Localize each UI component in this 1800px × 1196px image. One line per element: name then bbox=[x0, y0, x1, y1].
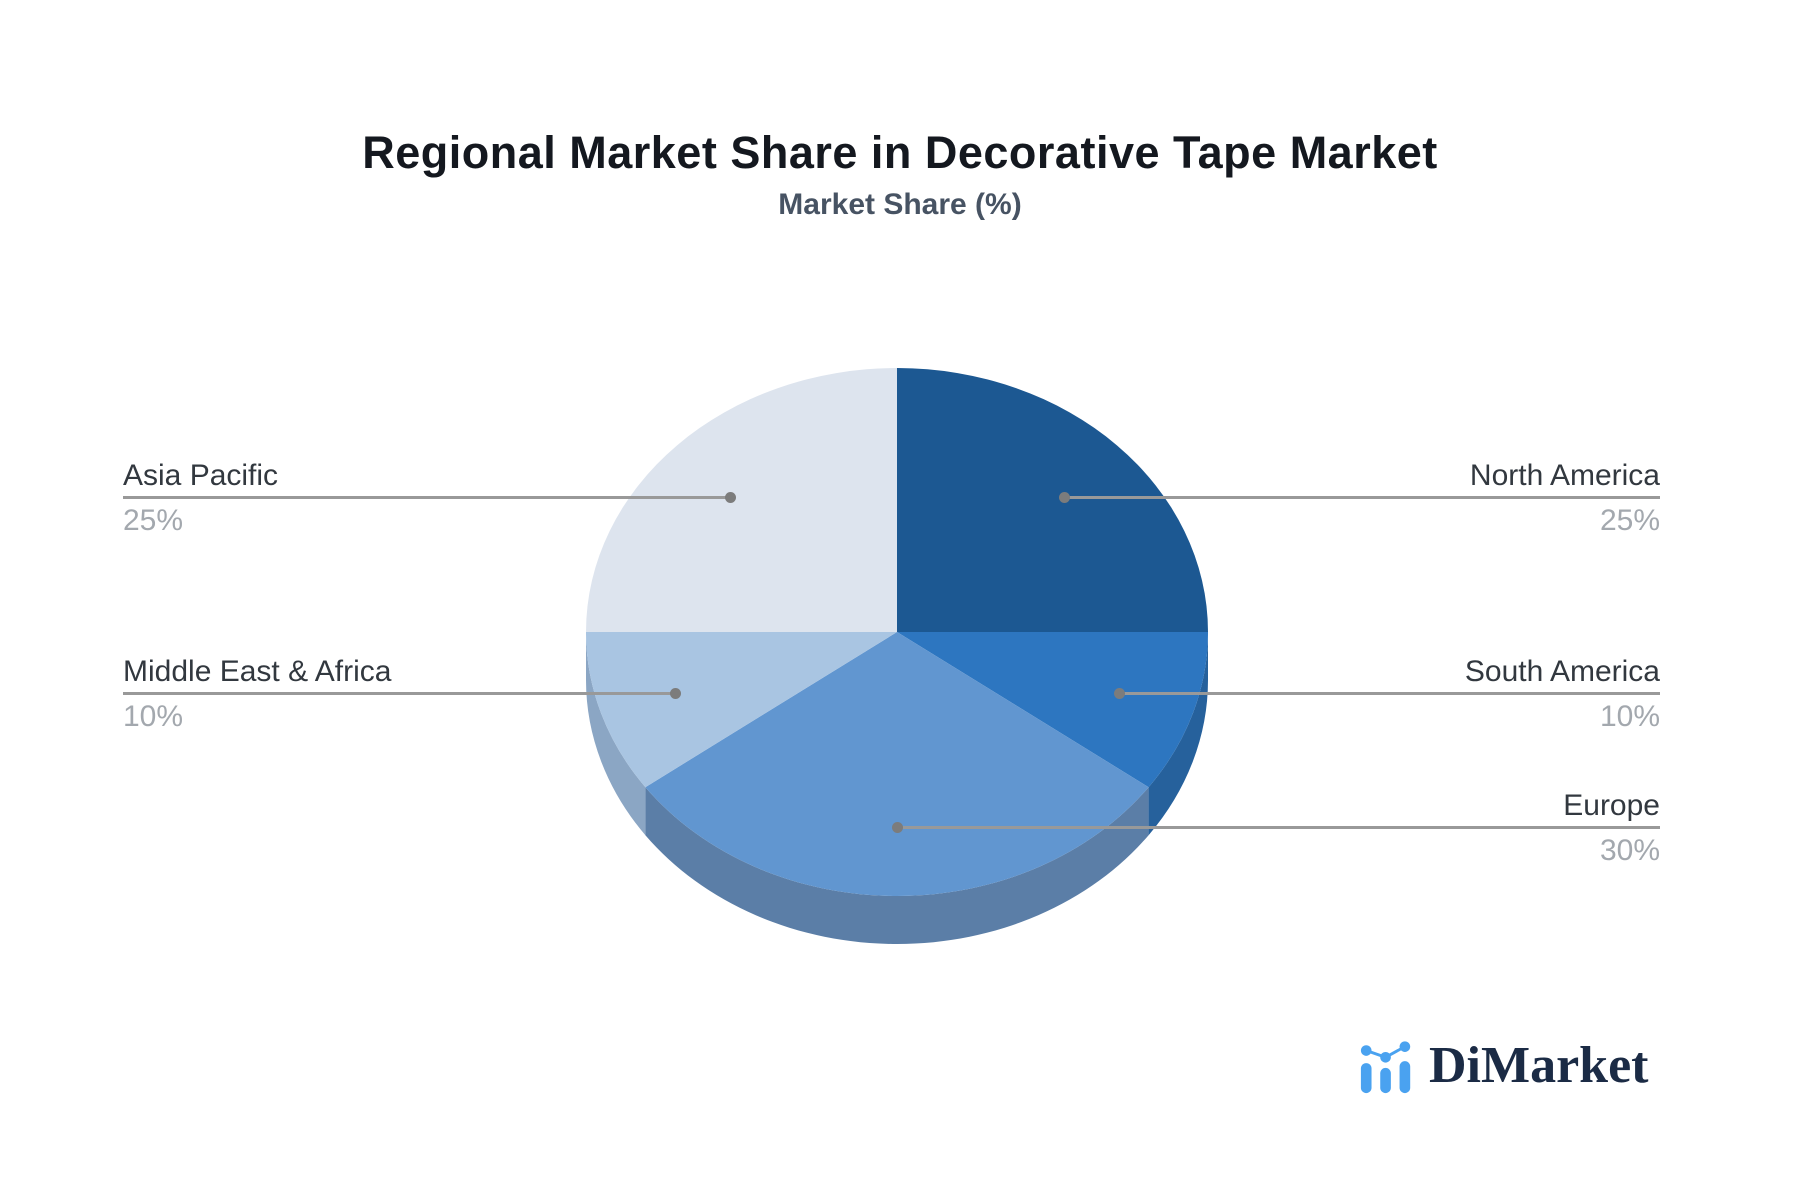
slice-value-south-america: 10% bbox=[1599, 700, 1660, 733]
pie-side-south-america bbox=[1148, 632, 1208, 836]
leader-dot-europe bbox=[892, 822, 903, 833]
slice-value-north-america: 25% bbox=[1599, 504, 1660, 537]
bar-line-chart-logo-icon bbox=[1360, 1041, 1411, 1094]
logo-text: DiMarket bbox=[1429, 1037, 1649, 1094]
leader-line-south-america bbox=[1119, 692, 1660, 695]
leader-dot-middle-east-africa bbox=[670, 688, 681, 699]
slice-value-asia-pacific: 25% bbox=[123, 504, 184, 537]
pie-slice-europe[interactable] bbox=[645, 632, 1149, 897]
pie-side-middle-east-africa bbox=[586, 632, 646, 836]
slice-label-middle-east-africa: Middle East & Africa bbox=[123, 655, 392, 688]
leader-dot-south-america bbox=[1114, 688, 1125, 699]
slice-label-asia-pacific: Asia Pacific bbox=[123, 459, 279, 492]
slice-label-north-america: North America bbox=[1469, 459, 1660, 492]
slice-label-europe: Europe bbox=[1563, 789, 1660, 822]
leader-line-north-america bbox=[1064, 496, 1660, 499]
leader-line-europe bbox=[897, 826, 1660, 829]
leader-dot-north-america bbox=[1059, 492, 1070, 503]
slice-label-south-america: South America bbox=[1464, 655, 1660, 688]
chart-title: Regional Market Share in Decorative Tape… bbox=[362, 127, 1438, 178]
pie-slice-middle-east-africa[interactable] bbox=[586, 632, 897, 788]
slice-value-middle-east-africa: 10% bbox=[123, 700, 184, 733]
leader-line-middle-east-africa bbox=[123, 692, 675, 695]
chart-subtitle: Market Share (%) bbox=[778, 188, 1022, 221]
pie-slice-asia-pacific[interactable] bbox=[586, 368, 897, 632]
leader-line-asia-pacific bbox=[123, 496, 730, 499]
slice-value-europe: 30% bbox=[1599, 834, 1660, 867]
dimarket-logo: DiMarket bbox=[1358, 1035, 1648, 1097]
pie-slice-north-america[interactable] bbox=[897, 368, 1208, 632]
pie-side-europe bbox=[645, 787, 1149, 945]
pie-slice-south-america[interactable] bbox=[897, 632, 1208, 788]
leader-dot-asia-pacific bbox=[725, 492, 736, 503]
